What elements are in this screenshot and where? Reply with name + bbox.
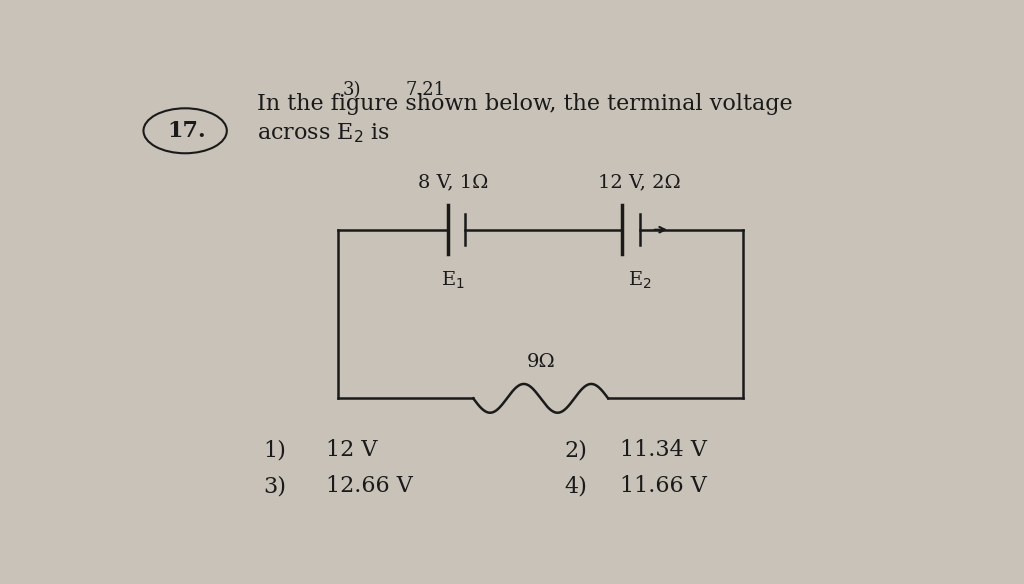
Text: 1): 1): [263, 439, 286, 461]
Text: 7.21: 7.21: [406, 81, 445, 99]
Text: 3): 3): [263, 475, 286, 497]
Text: 17.: 17.: [167, 120, 206, 142]
Text: 12 V, 2Ω: 12 V, 2Ω: [598, 173, 681, 192]
Text: 3): 3): [342, 81, 360, 99]
Text: across E$_2$ is: across E$_2$ is: [257, 121, 390, 145]
Text: 11.34 V: 11.34 V: [620, 439, 707, 461]
Text: 12 V: 12 V: [327, 439, 378, 461]
Text: 12.66 V: 12.66 V: [327, 475, 414, 497]
Text: 4): 4): [564, 475, 588, 497]
Text: 2): 2): [564, 439, 588, 461]
Text: 9Ω: 9Ω: [526, 353, 555, 371]
Text: E$_2$: E$_2$: [628, 270, 651, 291]
Text: 8 V, 1Ω: 8 V, 1Ω: [418, 173, 488, 192]
Text: In the figure shown below, the terminal voltage: In the figure shown below, the terminal …: [257, 93, 793, 115]
Text: E$_1$: E$_1$: [441, 270, 465, 291]
Text: 11.66 V: 11.66 V: [620, 475, 707, 497]
